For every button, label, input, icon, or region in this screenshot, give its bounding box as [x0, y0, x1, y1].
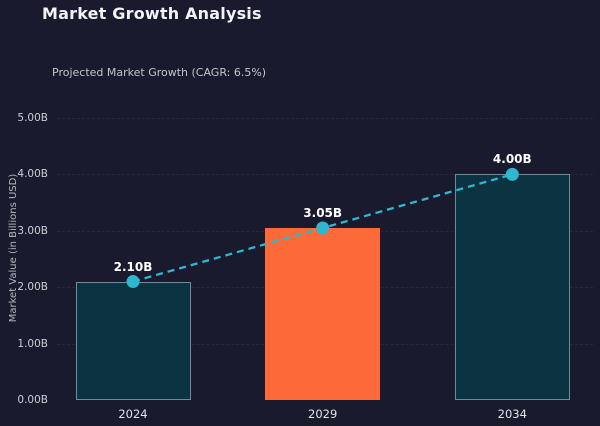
bar-value-label: 2.10B — [113, 259, 153, 274]
data-point-marker-2029[interactable] — [316, 221, 330, 235]
data-point-marker-2034[interactable] — [505, 167, 519, 181]
x-tick-label-2029: 2029 — [308, 407, 338, 421]
x-tick-label-2024: 2024 — [118, 407, 148, 421]
data-point-marker-2024[interactable] — [126, 275, 140, 289]
y-tick-label: 0.00B — [17, 394, 48, 406]
y-tick-label: 1.00B — [17, 337, 48, 350]
bar-2029[interactable] — [265, 227, 381, 400]
y-tick-label: 5.00B — [17, 112, 48, 124]
y-tick-label: 2.00B — [17, 281, 48, 294]
chart-title: Market Growth Analysis — [42, 4, 262, 23]
x-tick-label-2034: 2034 — [497, 407, 527, 421]
bar-value-label: 4.00B — [492, 152, 532, 167]
gridline — [57, 174, 593, 176]
bar-2034[interactable] — [454, 174, 570, 400]
bar-value-label: 3.05B — [303, 205, 343, 220]
chart-subtitle: Projected Market Growth (CAGR: 6.5%) — [52, 66, 267, 79]
gridline — [57, 118, 593, 119]
y-tick-label: 4.00B — [17, 168, 48, 181]
y-tick-label: 3.00B — [17, 224, 48, 237]
